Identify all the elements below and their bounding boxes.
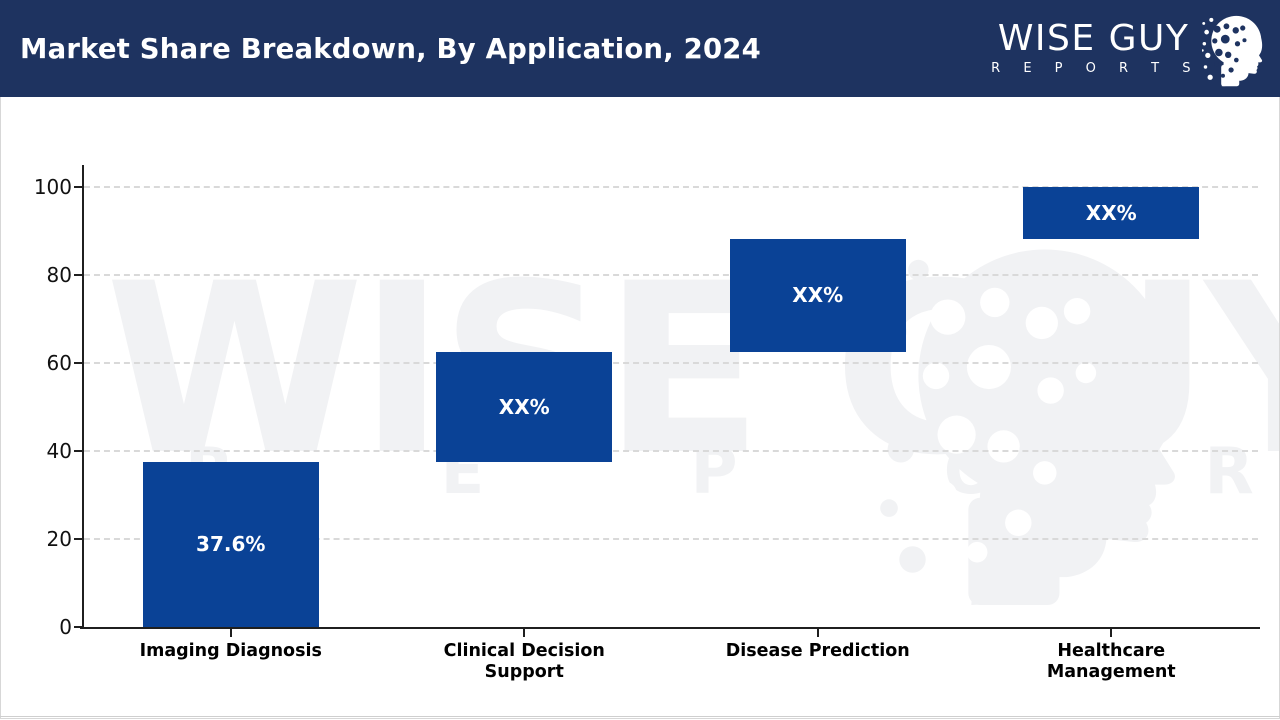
footer-divider xyxy=(0,716,1280,717)
category-label-1: Imaging Diagnosis xyxy=(84,641,378,662)
x-tick-2 xyxy=(523,629,526,637)
bar-value-label: XX% xyxy=(792,283,844,308)
y-tick-20 xyxy=(74,538,82,540)
x-tick-4 xyxy=(1110,629,1113,637)
logo-subtitle: R E P O R T S xyxy=(991,61,1200,76)
bar-value-label: XX% xyxy=(1085,201,1137,226)
y-tick-40 xyxy=(74,450,82,452)
category-label-3: Disease Prediction xyxy=(671,641,965,662)
brand-logo: WISE GUY R E P O R T S xyxy=(987,10,1266,88)
y-tick-label-60: 60 xyxy=(46,351,72,375)
logo-head-icon xyxy=(1202,10,1266,88)
y-tick-60 xyxy=(74,362,82,364)
category-label-4: Healthcare Management xyxy=(964,641,1258,682)
y-tick-label-40: 40 xyxy=(46,439,72,463)
logo-text: WISE GUY R E P O R T S xyxy=(987,18,1200,77)
gridline-100 xyxy=(84,186,1258,188)
bar-disease-prediction: XX% xyxy=(729,239,906,352)
bar-healthcare-management: XX% xyxy=(1023,187,1200,240)
logo-wordmark: WISE GUY xyxy=(997,18,1190,59)
plot-area: 37.6% XX% XX% XX% 0 20 40 60 80 100 Imaging Diagno… xyxy=(34,165,1260,682)
y-tick-label-100: 100 xyxy=(33,175,72,199)
bar-imaging-diagnosis: 37.6% xyxy=(142,461,319,627)
bar-value-label: XX% xyxy=(498,394,550,419)
header-bar: Market Share Breakdown, By Application, … xyxy=(0,0,1280,97)
x-tick-3 xyxy=(816,629,819,637)
gridline-20 xyxy=(84,538,1258,540)
y-tick-label-20: 20 xyxy=(46,527,72,551)
x-tick-1 xyxy=(229,629,232,637)
y-axis-line xyxy=(82,165,84,629)
y-tick-80 xyxy=(74,274,82,276)
y-tick-label-0: 0 xyxy=(59,615,72,639)
category-label-text: Imaging Diagnosis xyxy=(139,641,322,661)
x-axis-line xyxy=(80,627,1260,629)
page-title: Market Share Breakdown, By Application, … xyxy=(20,32,761,65)
gridline-60 xyxy=(84,362,1258,364)
y-tick-label-80: 80 xyxy=(46,263,72,287)
bar-value-label: 37.6% xyxy=(196,532,266,557)
category-label-text: Healthcare Management xyxy=(1046,641,1176,682)
gridline-40 xyxy=(84,450,1258,452)
bar-clinical-decision-support: XX% xyxy=(436,351,613,462)
category-label-2: Clinical Decision Support xyxy=(377,641,671,682)
category-label-text: Clinical Decision Support xyxy=(443,641,605,682)
y-tick-0 xyxy=(74,626,82,628)
y-tick-100 xyxy=(74,186,82,188)
category-label-text: Disease Prediction xyxy=(725,641,910,661)
gridline-80 xyxy=(84,274,1258,276)
